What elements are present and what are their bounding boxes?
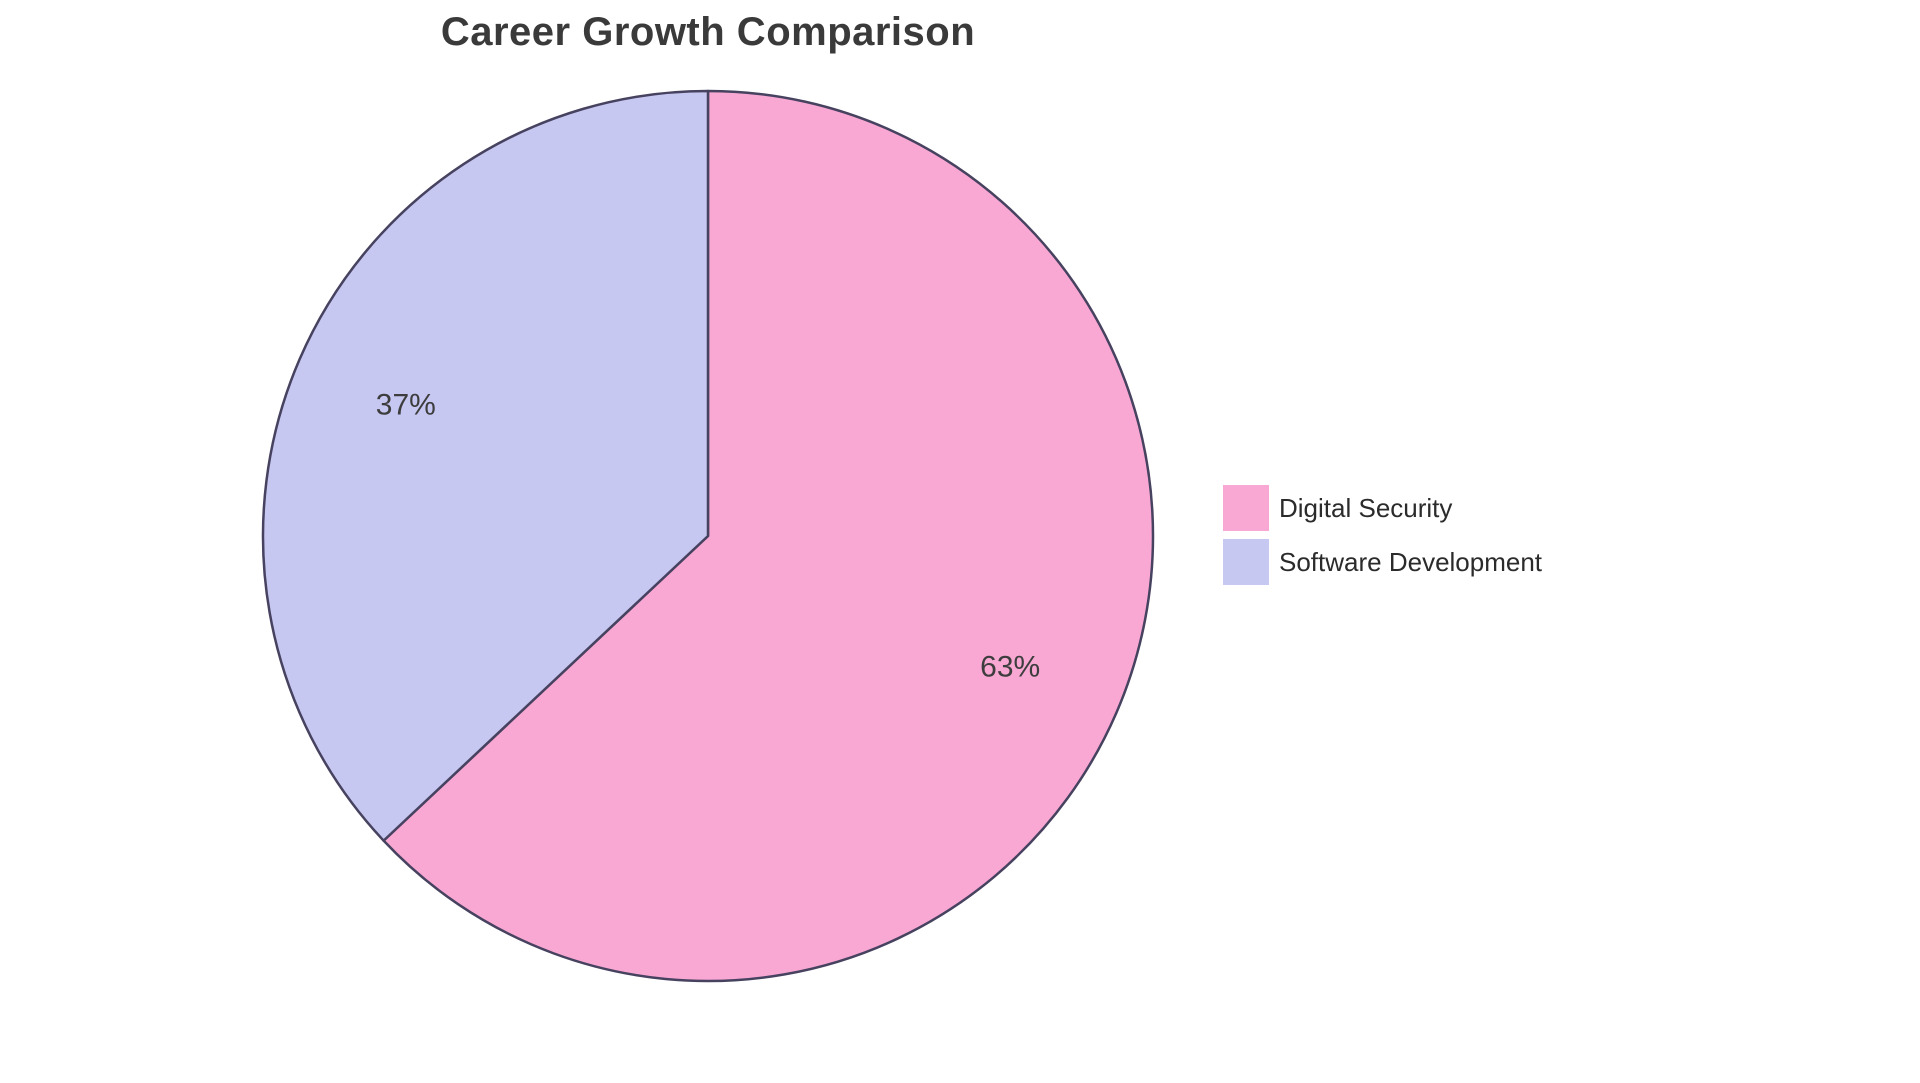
legend-item: Software Development [1223,539,1542,585]
pie-slice-software-development [261,89,710,842]
legend-item: Digital Security [1223,485,1542,531]
chart-title: Career Growth Comparison [440,10,976,54]
pie-slice-digital-security [382,89,1155,983]
legend-swatch [1223,485,1269,531]
slice-percent-label: 37% [376,389,436,422]
legend: Digital Security Software Development [1223,485,1542,585]
legend-label: Software Development [1279,546,1543,577]
legend-label: Digital Security [1279,492,1453,523]
legend-swatch [1223,539,1269,585]
slice-percent-label: 63% [980,650,1040,683]
